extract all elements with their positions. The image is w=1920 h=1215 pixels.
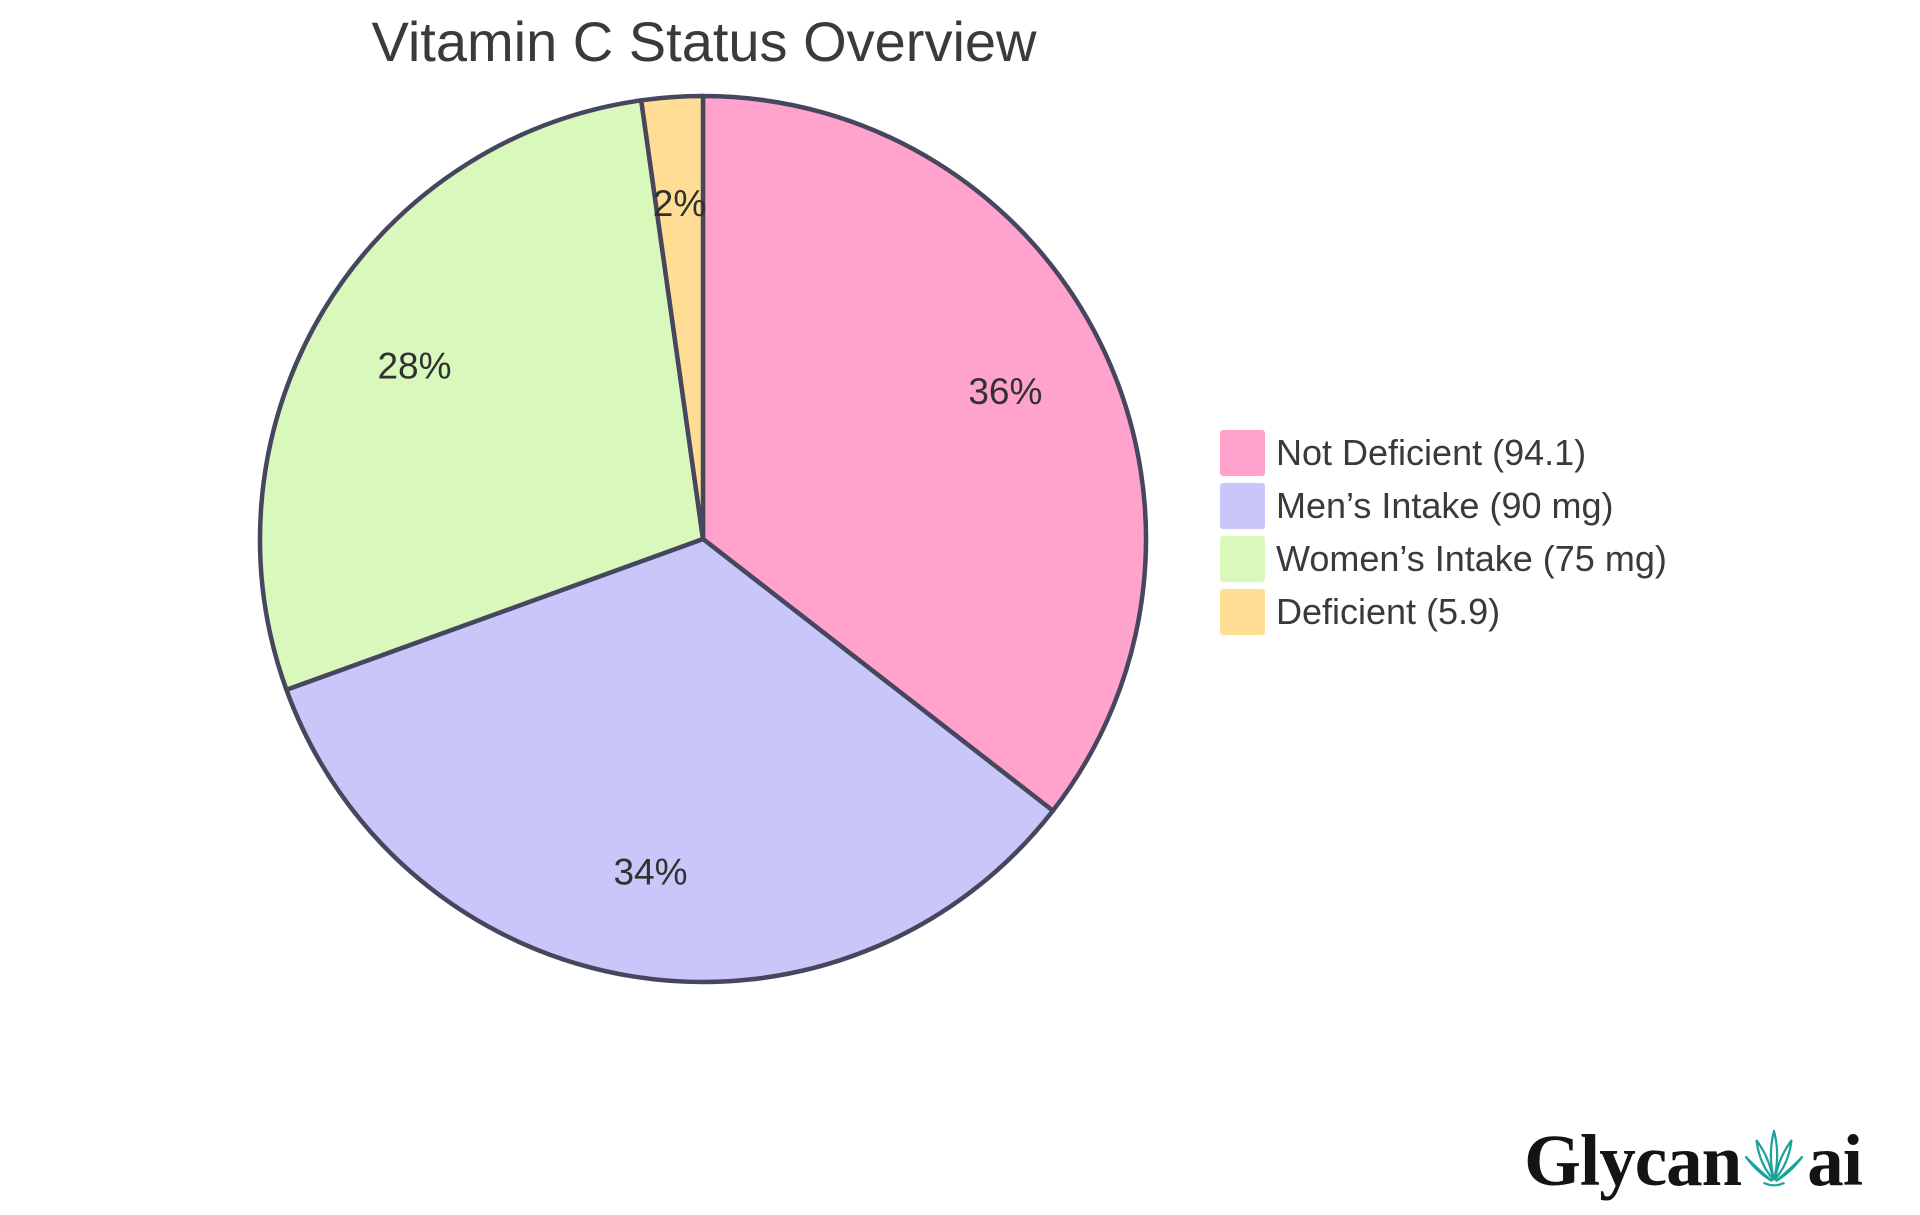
- legend-swatch: [1220, 430, 1265, 476]
- pie-slice-percent-label: 36%: [968, 371, 1042, 412]
- legend-item: Men’s Intake (90 mg): [1220, 483, 1667, 529]
- logo-text-glycan: Glycan: [1524, 1119, 1742, 1201]
- legend-item: Not Deficient (94.1): [1220, 430, 1667, 476]
- brand-logo: Glycan ai: [1524, 1119, 1863, 1201]
- pie-slice-men-s-intake: [284, 536, 1056, 985]
- pie-slice-percent-label: 2%: [653, 183, 706, 224]
- agave-plant-icon: [1745, 1129, 1804, 1187]
- pie-slice-deficient: [638, 93, 706, 542]
- logo-text-ai: ai: [1807, 1119, 1863, 1201]
- legend-label: Men’s Intake (90 mg): [1276, 485, 1614, 526]
- pie-slice-women-s-intake: [257, 98, 706, 693]
- legend-label: Not Deficient (94.1): [1276, 432, 1587, 473]
- chart-title: Vitamin C Status Overview: [371, 10, 1037, 73]
- pie-slice-percent-label: 28%: [377, 345, 451, 386]
- pie-slice-not-deficient: [700, 93, 1149, 813]
- legend-swatch: [1220, 483, 1265, 529]
- legend-swatch: [1220, 536, 1265, 582]
- legend-label: Women’s Intake (75 mg): [1276, 538, 1667, 579]
- legend-label: Deficient (5.9): [1276, 591, 1501, 632]
- legend-item: Women’s Intake (75 mg): [1220, 536, 1667, 582]
- legend: Not Deficient (94.1) Men’s Intake (90 mg…: [1220, 430, 1667, 642]
- legend-item: Deficient (5.9): [1220, 589, 1667, 635]
- pie-slice-percent-label: 34%: [613, 852, 687, 893]
- legend-swatch: [1220, 589, 1265, 635]
